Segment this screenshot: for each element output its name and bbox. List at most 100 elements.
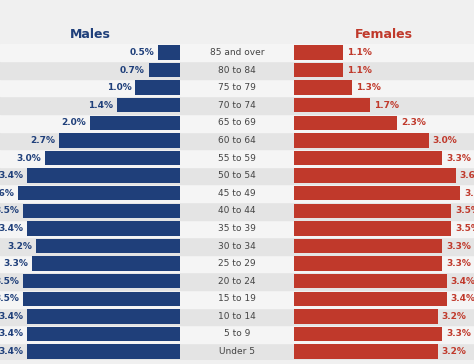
Text: Under 5: Under 5 [219,347,255,356]
Bar [180,61,294,79]
Bar [294,186,460,201]
Bar [294,203,451,218]
Text: 3.4%: 3.4% [0,347,23,356]
Text: 3.0%: 3.0% [17,154,41,163]
Bar [180,44,294,61]
Bar [32,256,180,271]
Bar [294,151,442,165]
Text: Males: Males [70,28,110,40]
Bar [0,255,180,272]
Text: 3.4%: 3.4% [0,312,23,321]
Text: 2.3%: 2.3% [401,118,426,127]
Bar [294,290,474,308]
Text: 35 to 39: 35 to 39 [218,224,256,233]
Bar [0,61,180,79]
Bar [27,327,180,341]
Bar [27,309,180,324]
Bar [180,272,294,290]
Text: 25 to 29: 25 to 29 [218,259,256,268]
Bar [180,290,294,308]
Bar [294,221,451,236]
Text: 1.1%: 1.1% [347,48,372,57]
Bar [294,237,474,255]
Bar [0,96,180,114]
Bar [180,96,294,114]
Text: 30 to 34: 30 to 34 [218,241,256,250]
Text: 60 to 64: 60 to 64 [218,136,256,145]
Bar [36,239,180,253]
Bar [0,290,180,308]
Text: 3.0%: 3.0% [433,136,457,145]
Bar [294,272,474,290]
Text: 65 to 69: 65 to 69 [218,118,256,127]
Text: 3.2%: 3.2% [8,241,32,250]
Bar [294,274,447,288]
Bar [294,133,429,148]
Bar [180,79,294,96]
Text: 3.4%: 3.4% [0,224,23,233]
Bar [180,114,294,132]
Bar [294,202,474,219]
Bar [294,309,438,324]
Text: 85 and over: 85 and over [210,48,264,57]
Text: 3.3%: 3.3% [446,154,471,163]
Bar [45,151,180,165]
Bar [294,114,474,132]
Bar [294,255,474,272]
Text: 0.7%: 0.7% [120,66,145,75]
Text: 3.6%: 3.6% [460,171,474,180]
Text: 3.4%: 3.4% [0,329,23,339]
Bar [294,116,397,130]
Bar [117,98,180,112]
Text: 75 to 79: 75 to 79 [218,83,256,92]
Bar [157,45,180,60]
Bar [294,44,474,61]
Bar [180,219,294,237]
Text: 20 to 24: 20 to 24 [218,277,256,286]
Text: 50 to 54: 50 to 54 [218,171,256,180]
Text: 3.2%: 3.2% [442,312,466,321]
Bar [22,292,180,306]
Bar [27,221,180,236]
Text: 45 to 49: 45 to 49 [218,189,256,198]
Text: 10 to 14: 10 to 14 [218,312,256,321]
Text: 3.6%: 3.6% [0,189,14,198]
Bar [0,114,180,132]
Bar [180,255,294,272]
Bar [0,202,180,219]
Bar [22,274,180,288]
Bar [294,98,370,112]
Text: 3.3%: 3.3% [446,241,471,250]
Bar [294,132,474,149]
Text: 3.4%: 3.4% [451,277,474,286]
Bar [0,79,180,96]
Bar [180,343,294,360]
Text: 3.7%: 3.7% [464,189,474,198]
Bar [294,80,352,95]
Bar [0,343,180,360]
Bar [294,219,474,237]
Bar [294,45,343,60]
Text: 1.1%: 1.1% [347,66,372,75]
Bar [27,344,180,359]
Bar [27,169,180,183]
Bar [58,133,180,148]
Bar [180,167,294,185]
Bar [294,61,474,79]
Text: 40 to 44: 40 to 44 [218,206,256,215]
Text: 3.5%: 3.5% [455,206,474,215]
Bar [294,308,474,325]
Text: 15 to 19: 15 to 19 [218,294,256,303]
Bar [294,344,438,359]
Bar [0,272,180,290]
Text: 1.4%: 1.4% [89,101,113,110]
Bar [294,256,442,271]
Bar [0,132,180,149]
Bar [0,219,180,237]
Bar [0,308,180,325]
Bar [180,325,294,343]
Bar [294,79,474,96]
Bar [294,167,474,185]
Bar [294,185,474,202]
Bar [294,169,456,183]
